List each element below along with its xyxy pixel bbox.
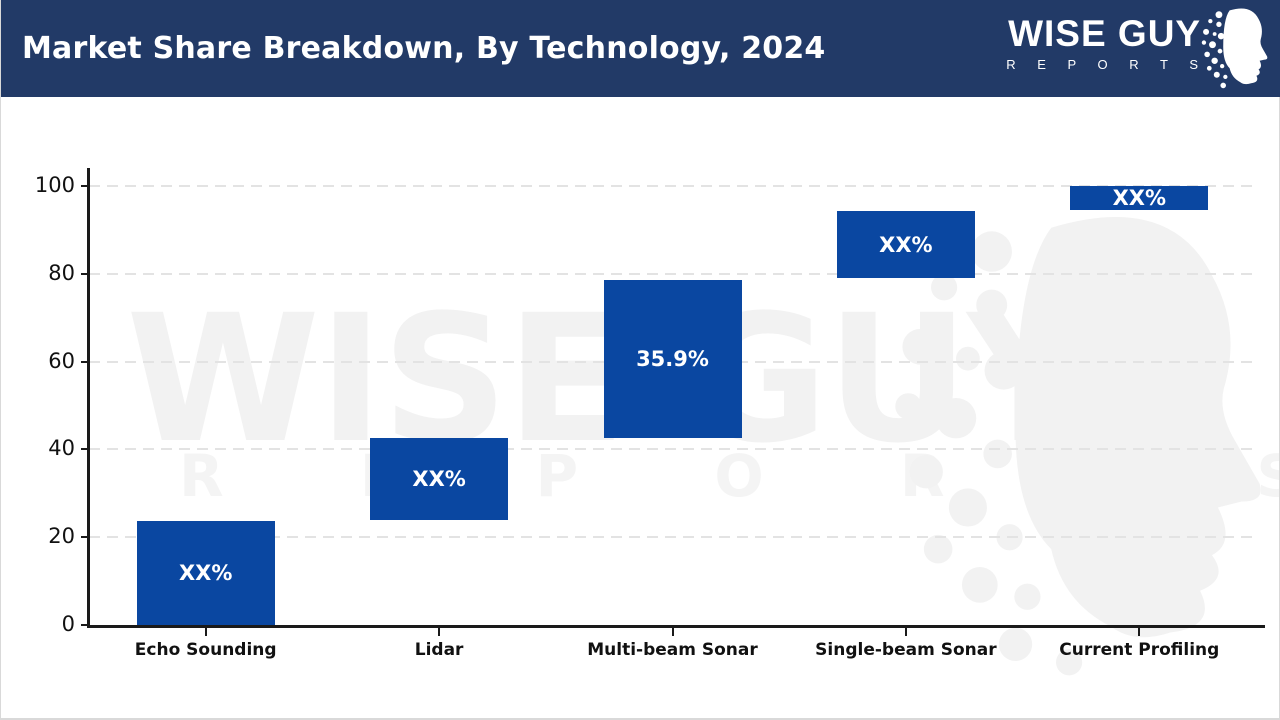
bar-value-label: 35.9% [636,346,709,371]
bar: 35.9% [603,279,742,438]
x-tick [904,628,907,636]
y-axis [87,168,90,628]
x-category-label: Multi-beam Sonar [587,640,758,660]
header-bar: Market Share Breakdown, By Technology, 2… [1,0,1280,97]
bar: XX% [370,437,509,520]
bar-value-label: XX% [178,560,233,585]
y-tick-label: 60 [48,348,75,373]
y-tick [81,272,89,275]
x-tick [204,628,207,636]
watermark-face-icon [895,217,1261,676]
logo-tagline: R E P O R T S [1006,56,1207,72]
y-tick-label: 0 [61,612,75,636]
y-tick [81,448,89,451]
bar: XX% [136,520,275,625]
logo-text: WISE GUY R E P O R T S [1002,13,1207,72]
y-tick [81,624,89,626]
x-tick [1138,628,1141,636]
y-tick-label: 20 [48,524,75,549]
x-tick [438,628,441,636]
x-axis [87,625,1265,628]
gridline [89,185,1256,187]
gridline [89,272,1256,275]
bar: XX% [836,211,975,279]
y-tick-label: 80 [48,260,75,285]
y-tick [81,536,89,539]
y-tick [81,185,89,187]
gridline [89,448,1256,451]
x-category-label: Current Profiling [1059,640,1220,660]
x-category-label: Lidar [414,640,464,660]
gridline [89,536,1256,539]
chart-title: Market Share Breakdown, By Technology, 2… [22,31,826,66]
x-category-label: Echo Sounding [134,640,277,660]
wise-guy-logo: WISE GUY R E P O R T S [1006,0,1273,97]
logo-face-icon [1201,8,1268,89]
bar: XX% [1070,186,1209,211]
logo-name: WISE GUY [1008,13,1202,54]
y-tick-label: 100 [34,173,75,197]
bar-value-label: XX% [1112,186,1167,211]
y-tick [81,360,89,363]
bar-value-label: XX% [879,232,933,257]
x-tick [671,628,674,636]
x-category-label: Single-beam Sonar [815,640,997,660]
y-tick-label: 40 [48,436,75,461]
bar-value-label: XX% [412,466,466,491]
